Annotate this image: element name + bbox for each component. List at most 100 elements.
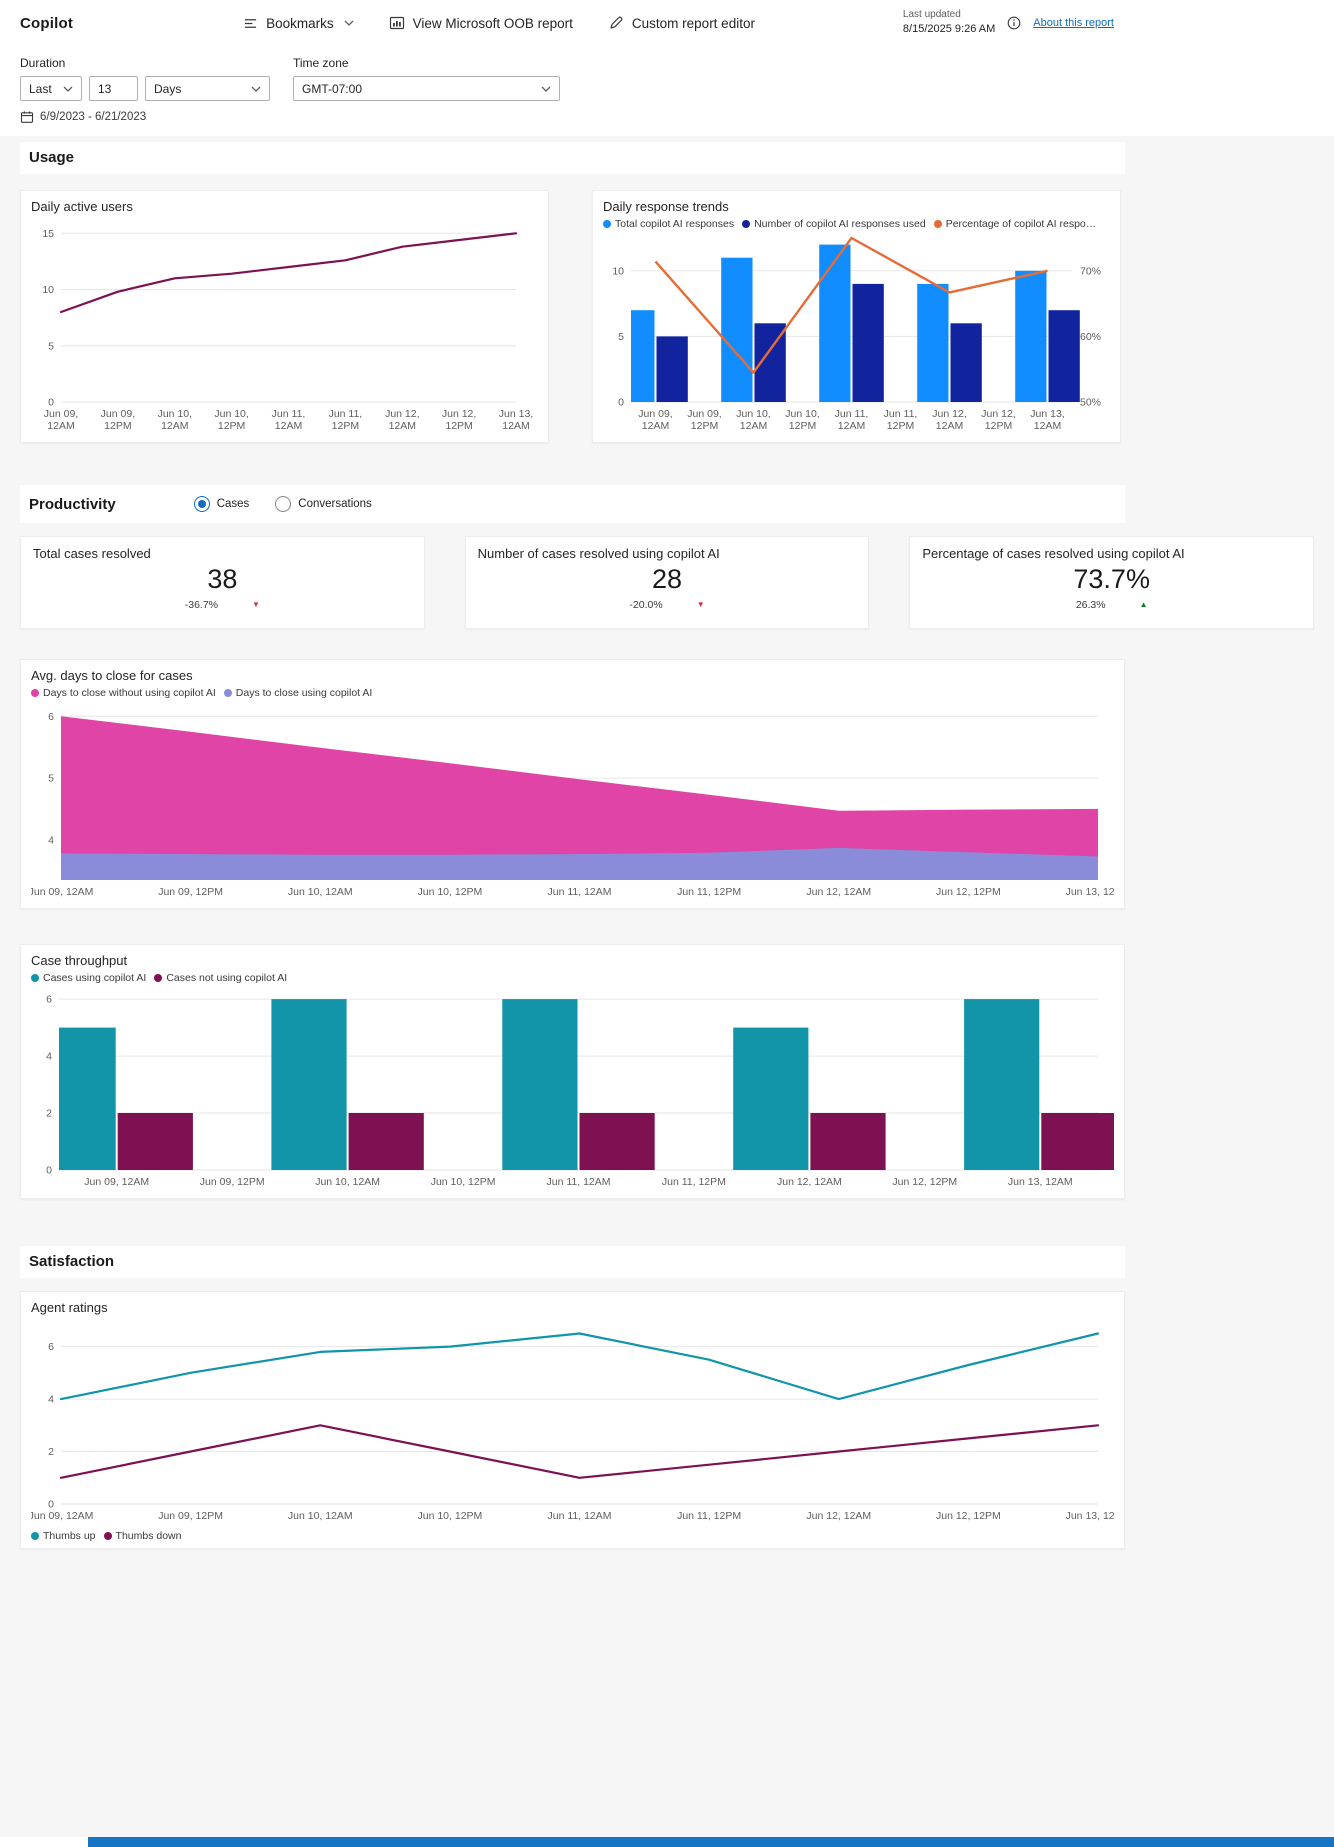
svg-text:6: 6 [46, 994, 52, 1006]
avg-days-to-close-chart: 4 5 6 Jun 09, 12AM Jun 09, 12PM Jun 10, 12AM J… [31, 699, 1114, 902]
svg-text:Jun 11,12AM: Jun 11, 12AM [272, 408, 306, 432]
kpi-value: 73.7% [1073, 564, 1150, 594]
legend-item[interactable]: Days to close using copilot AI [223, 687, 372, 699]
svg-text:0: 0 [48, 1499, 54, 1511]
bottom-scrollbar[interactable] [88, 1837, 1334, 1847]
svg-text:Jun 13,12AM: Jun 13, 12AM [499, 408, 533, 432]
svg-text:50%: 50% [1080, 397, 1101, 409]
page-footer [0, 1837, 1334, 1847]
chart-title: Agent ratings [31, 1300, 108, 1315]
svg-text:10: 10 [612, 265, 624, 277]
duration-mode-dropdown[interactable]: Last [20, 76, 82, 101]
svg-text:Jun 11, 12PM: Jun 11, 12PM [677, 1510, 741, 1522]
svg-text:Jun 09,12AM: Jun 09, 12AM [638, 408, 672, 432]
filter-bar: Duration Last Days [0, 46, 1334, 136]
legend-item[interactable]: Total copilot AI responses [603, 218, 734, 230]
svg-text:Jun 10, 12PM: Jun 10, 12PM [418, 1510, 483, 1522]
radio-cases[interactable]: Cases [193, 496, 249, 512]
kpi-delta: -20.0% ▼ [478, 599, 857, 611]
svg-text:Jun 12,12AM: Jun 12, 12AM [385, 408, 419, 432]
legend-dot [742, 220, 751, 228]
duration-label: Duration [20, 56, 66, 70]
case-throughput-chart: 0 2 4 6 Jun 09, 12AM Jun 09, 12PM Jun 10, 12AM… [31, 984, 1114, 1192]
svg-text:Jun 11, 12AM: Jun 11, 12AM [546, 1176, 610, 1188]
kpi-delta-text: 26.3% [1075, 599, 1106, 611]
legend-item[interactable]: Thumbs down [103, 1530, 181, 1542]
duration-mode-value: Last [29, 81, 52, 96]
svg-text:4: 4 [48, 834, 54, 846]
kpi-delta: -36.7% ▼ [33, 599, 412, 611]
oob-report-label: View Microsoft OOB report [412, 15, 573, 31]
legend-item[interactable]: Number of copilot AI responses used [742, 218, 926, 230]
kpi-row: Total cases resolved 38 -36.7% ▼ Number … [20, 536, 1315, 629]
legend-item[interactable]: Thumbs up [31, 1530, 96, 1542]
section-title-usage: Usage [29, 149, 75, 166]
legend-dot [603, 220, 611, 228]
svg-text:Jun 12, 12AM: Jun 12, 12AM [777, 1176, 842, 1188]
oob-report-button[interactable]: View Microsoft OOB report [389, 15, 573, 31]
bookmarks-icon [243, 16, 258, 31]
pencil-icon [608, 15, 624, 31]
legend-dot [933, 220, 942, 228]
last-updated-label: Last updated [902, 9, 961, 21]
last-updated: Last updated 8/15/2025 9:26 AM [903, 8, 995, 37]
legend-dot [103, 1532, 112, 1540]
chart-legend: Thumbs up Thumbs down [31, 1530, 1114, 1542]
header-area: Copilot Bookmarks [0, 0, 1334, 136]
svg-text:2: 2 [46, 1108, 52, 1120]
legend-item[interactable]: Cases not using copilot AI [154, 972, 287, 984]
duration-unit-dropdown[interactable]: Days [145, 76, 270, 101]
productivity-toggle: Cases Conversations [193, 496, 372, 512]
svg-text:Jun 11, 12PM: Jun 11, 12PM [662, 1176, 726, 1188]
legend-item[interactable]: Percentage of copilot AI respo… [933, 218, 1096, 230]
kpi-trend-icon: ▲ [1139, 600, 1148, 609]
calendar-icon [20, 110, 34, 124]
svg-text:Jun 09, 12AM: Jun 09, 12AM [31, 1510, 93, 1522]
agent-ratings-chart: 0 2 4 6 Jun 09, 12AM Jun 09, 12PM Jun 10, 12AM… [31, 1315, 1114, 1526]
chart-title: Daily active users [31, 199, 133, 214]
timezone-dropdown[interactable]: GMT-07:00 [293, 76, 560, 101]
section-productivity: Productivity Cases Conversations [20, 485, 1125, 523]
svg-text:2: 2 [48, 1446, 54, 1458]
svg-text:70%: 70% [1080, 265, 1101, 277]
svg-text:Jun 10,12PM: Jun 10, 12PM [214, 408, 248, 432]
avg-days-to-close-card: Avg. days to close for cases Days to clo… [20, 659, 1125, 909]
kpi-delta-text: -36.7% [184, 599, 219, 611]
svg-text:15: 15 [42, 228, 54, 240]
chevron-down-icon [541, 86, 551, 92]
svg-text:Jun 12,12PM: Jun 12, 12PM [442, 408, 476, 432]
svg-text:Jun 11, 12AM: Jun 11, 12AM [547, 886, 611, 898]
oob-report-icon [389, 15, 405, 31]
svg-text:Jun 10, 12AM: Jun 10, 12AM [315, 1176, 380, 1188]
header-toolbar: Bookmarks View Microsoft OOB [243, 15, 755, 31]
bookmarks-button[interactable]: Bookmarks [243, 16, 354, 31]
radio-conversations[interactable]: Conversations [275, 496, 372, 512]
last-updated-value: 8/15/2025 9:26 AM [902, 23, 996, 36]
legend-item[interactable]: Days to close without using copilot AI [31, 687, 216, 699]
svg-text:5: 5 [48, 773, 54, 785]
svg-text:Jun 11,12AM: Jun 11, 12AM [835, 408, 869, 432]
custom-report-editor-button[interactable]: Custom report editor [608, 15, 755, 31]
kpi-title: Number of cases resolved using copilot A… [477, 546, 720, 561]
kpi-total-cases-resolved: Total cases resolved 38 -36.7% ▼ [20, 536, 425, 629]
duration-filter: Duration Last Days [20, 56, 270, 101]
svg-text:Jun 12,12PM: Jun 12, 12PM [981, 408, 1015, 432]
svg-text:Jun 09, 12AM: Jun 09, 12AM [84, 1176, 149, 1188]
chart-legend: Cases using copilot AI Cases not using co… [31, 972, 1114, 984]
usage-charts-row: Daily active users 0 5 10 15 Jun 09, 12AM Jun … [20, 190, 1314, 443]
duration-value-input[interactable] [89, 76, 138, 101]
custom-report-editor-label: Custom report editor [631, 15, 755, 31]
legend-item[interactable]: Cases using copilot AI [31, 972, 146, 984]
svg-text:Jun 10, 12AM: Jun 10, 12AM [288, 886, 353, 898]
radio-unselected-icon [275, 496, 292, 512]
kpi-delta-text: -20.0% [629, 599, 663, 611]
daily-active-users-chart: 0 5 10 15 Jun 09, 12AM Jun 09, 12PM Jun 10, 12AM J… [31, 214, 538, 436]
legend-dot [223, 689, 232, 697]
radio-selected-icon [193, 496, 210, 512]
daily-response-trends-chart: 0 5 10 50% 60% 70% Jun 09, 12AM Jun 09, 12PM Jun 1… [603, 230, 1110, 436]
duration-unit-value: Days [154, 81, 182, 96]
about-report-link[interactable]: About this report [1033, 16, 1114, 29]
svg-text:5: 5 [618, 331, 624, 343]
timezone-filter: Time zone GMT-07:00 [293, 56, 560, 101]
